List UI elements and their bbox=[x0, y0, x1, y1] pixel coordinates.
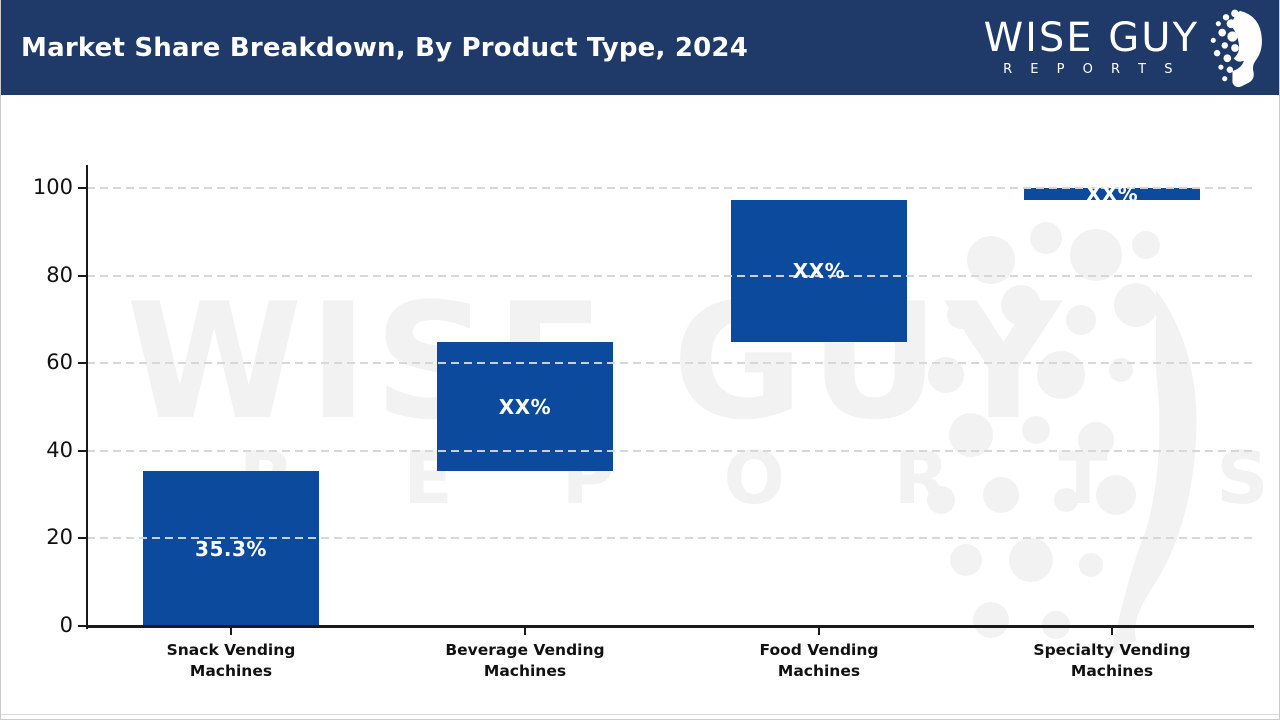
watermark-head-icon bbox=[927, 222, 1197, 655]
x-axis-category-label: Beverage Vending Machines bbox=[445, 641, 605, 680]
logo-wordmark: WISE GUY R E P O R T S bbox=[984, 18, 1199, 77]
gridline bbox=[87, 274, 1254, 277]
y-axis-tick-label: 60 bbox=[46, 350, 73, 375]
y-axis-tick-label: 40 bbox=[46, 437, 73, 462]
header-bar: Market Share Breakdown, By Product Type,… bbox=[1, 0, 1279, 95]
x-axis-line bbox=[86, 625, 1254, 628]
gridline bbox=[87, 449, 1254, 452]
gridline bbox=[87, 362, 1254, 365]
y-tick-mark bbox=[78, 625, 86, 627]
logo-wordmark-main: WISE GUY bbox=[983, 15, 1199, 61]
waterfall-bar bbox=[1024, 188, 1200, 201]
chart-title: Market Share Breakdown, By Product Type,… bbox=[21, 32, 748, 63]
x-axis-category-label: Specialty Vending Machines bbox=[1033, 641, 1191, 680]
y-axis-tick-label: 100 bbox=[32, 175, 73, 199]
waterfall-bar bbox=[143, 471, 319, 626]
bar-value-label: XX% bbox=[792, 259, 846, 284]
x-axis-category-label: Snack Vending Machines bbox=[166, 641, 296, 680]
bar-value-label: XX% bbox=[1085, 182, 1139, 207]
x-axis-category-label: Food Vending Machines bbox=[759, 641, 879, 680]
x-tick-mark bbox=[818, 628, 820, 635]
footer-divider bbox=[1, 714, 1279, 715]
gridline bbox=[87, 537, 1254, 540]
bar-value-label: 35.3% bbox=[195, 536, 267, 561]
y-axis-tick-label: 20 bbox=[46, 525, 73, 550]
y-tick-mark bbox=[78, 537, 86, 540]
y-axis-line bbox=[86, 165, 88, 629]
y-axis-tick-label: 80 bbox=[46, 262, 73, 287]
y-tick-mark bbox=[78, 449, 86, 452]
brand-logo: WISE GUY R E P O R T S bbox=[984, 7, 1267, 89]
x-tick-mark bbox=[1111, 628, 1113, 635]
logo-head-icon bbox=[1210, 9, 1262, 87]
y-tick-mark bbox=[78, 362, 86, 365]
y-tick-mark bbox=[78, 187, 86, 189]
bar-value-label: XX% bbox=[498, 394, 552, 419]
y-axis-tick-label: 0 bbox=[59, 613, 73, 637]
x-tick-mark bbox=[230, 628, 232, 635]
gridline bbox=[87, 187, 1254, 189]
logo-wordmark-sub: R E P O R T S bbox=[1003, 62, 1180, 77]
waterfall-bar bbox=[731, 200, 907, 343]
x-tick-mark bbox=[524, 628, 526, 635]
y-tick-mark bbox=[78, 274, 86, 277]
